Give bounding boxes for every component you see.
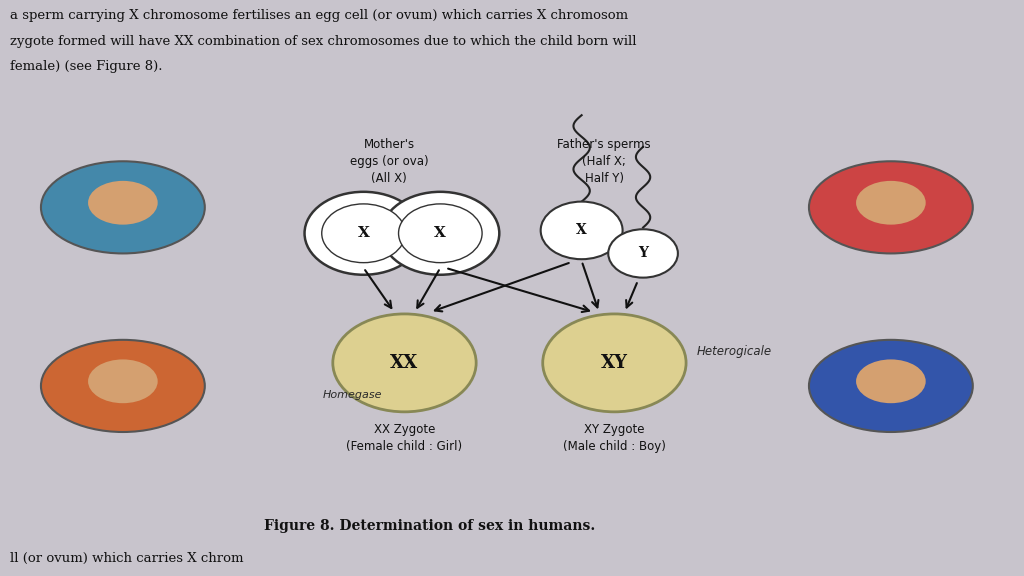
Text: Father's sperms
(Half X;
Half Y): Father's sperms (Half X; Half Y) <box>557 138 651 185</box>
Ellipse shape <box>304 192 423 275</box>
Ellipse shape <box>398 204 482 263</box>
Ellipse shape <box>543 314 686 412</box>
Ellipse shape <box>608 229 678 278</box>
Ellipse shape <box>541 202 623 259</box>
Ellipse shape <box>856 181 926 225</box>
Text: XX Zygote
(Female child : Girl): XX Zygote (Female child : Girl) <box>346 423 463 453</box>
Text: female) (see Figure 8).: female) (see Figure 8). <box>10 60 163 74</box>
Text: Homegase: Homegase <box>323 389 382 400</box>
Text: a sperm carrying X chromosome fertilises an egg cell (or ovum) which carries X c: a sperm carrying X chromosome fertilises… <box>10 9 629 22</box>
Circle shape <box>41 161 205 253</box>
Text: Mother's
eggs (or ova)
(All X): Mother's eggs (or ova) (All X) <box>350 138 428 185</box>
Text: X: X <box>577 223 587 237</box>
Text: Y: Y <box>638 247 648 260</box>
Ellipse shape <box>856 359 926 403</box>
Text: Figure 8. Determination of sex in humans.: Figure 8. Determination of sex in humans… <box>264 519 596 533</box>
Ellipse shape <box>88 181 158 225</box>
Text: X: X <box>357 226 370 240</box>
Text: zygote formed will have XX combination of sex chromosomes due to which the child: zygote formed will have XX combination o… <box>10 35 637 48</box>
Ellipse shape <box>88 359 158 403</box>
Text: XY: XY <box>601 354 628 372</box>
Ellipse shape <box>381 192 500 275</box>
Ellipse shape <box>322 204 406 263</box>
Text: XY Zygote
(Male child : Boy): XY Zygote (Male child : Boy) <box>563 423 666 453</box>
Ellipse shape <box>333 314 476 412</box>
Circle shape <box>41 340 205 432</box>
Text: Heterogicale: Heterogicale <box>696 345 771 358</box>
Text: XX: XX <box>390 354 419 372</box>
Circle shape <box>809 340 973 432</box>
Text: ll (or ovum) which carries X chrom: ll (or ovum) which carries X chrom <box>10 551 244 564</box>
Circle shape <box>809 161 973 253</box>
Text: X: X <box>434 226 446 240</box>
